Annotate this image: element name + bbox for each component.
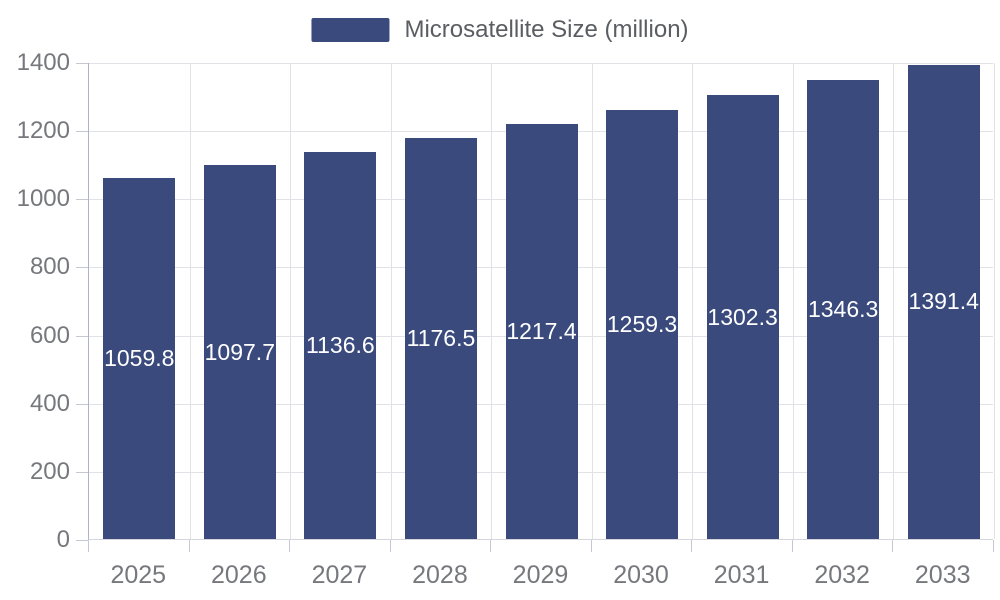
- bar-2025[interactable]: 1059.8: [103, 177, 176, 539]
- y-axis-tick: [76, 267, 88, 269]
- x-axis-tick: [691, 540, 693, 552]
- y-axis-label: 0: [56, 526, 70, 553]
- bar-2031[interactable]: 1302.3: [706, 95, 779, 539]
- x-axis-tick: [389, 540, 391, 552]
- y-axis-tick: [76, 199, 88, 201]
- gridline-vertical: [491, 63, 493, 539]
- legend-item[interactable]: Microsatellite Size (million): [311, 16, 689, 44]
- legend-swatch: [311, 18, 390, 42]
- x-axis-label-2032: 2032: [814, 561, 870, 589]
- gridline-vertical: [390, 63, 392, 539]
- y-axis-label: 800: [29, 253, 70, 281]
- x-axis-tick: [993, 540, 994, 552]
- y-axis-label: 600: [29, 321, 70, 349]
- x-axis-tick: [892, 540, 894, 552]
- x-axis-label-2028: 2028: [412, 561, 468, 589]
- x-axis-tick: [791, 540, 793, 552]
- x-axis-tick: [289, 540, 291, 552]
- y-axis-tick: [76, 403, 88, 405]
- x-axis-label-2031: 2031: [713, 561, 770, 589]
- gridline-vertical: [893, 63, 895, 539]
- y-axis-tick: [76, 131, 88, 133]
- bar-2027[interactable]: 1136.6: [304, 151, 377, 539]
- gridline-vertical: [591, 63, 593, 539]
- bar-2029[interactable]: 1217.4: [505, 124, 578, 539]
- bar-value-label: 1346.3: [807, 296, 879, 323]
- bar-2032[interactable]: 1346.3: [807, 80, 880, 539]
- x-axis-tick: [188, 540, 190, 552]
- x-axis-tick: [590, 540, 592, 552]
- bar-2033[interactable]: 1391.4: [907, 64, 980, 539]
- y-axis-label: 400: [29, 389, 70, 417]
- plot-area: 1059.8 1097.7 1136.6 1176.5 1217.4 1259.3 1302…: [88, 63, 995, 540]
- bar-value-label: 1259.3: [606, 310, 678, 337]
- x-axis-tick: [490, 540, 492, 552]
- bar-2030[interactable]: 1259.3: [606, 109, 679, 539]
- x-axis-label-2033: 2033: [914, 561, 971, 589]
- gridline-vertical: [692, 63, 694, 539]
- x-axis-label-2025: 2025: [110, 561, 167, 589]
- bar-value-label: 1097.7: [204, 338, 275, 365]
- y-axis-label: 1200: [16, 117, 70, 145]
- x-axis-tick: [88, 540, 89, 552]
- bar-2028[interactable]: 1176.5: [404, 138, 477, 539]
- x-axis-label-2026: 2026: [211, 561, 267, 589]
- y-axis-tick: [76, 63, 88, 64]
- y-axis-tick: [76, 335, 88, 337]
- bar-value-label: 1059.8: [104, 344, 175, 371]
- y-axis-tick: [76, 540, 88, 541]
- gridline-vertical: [189, 63, 191, 539]
- y-axis-label: 1000: [16, 185, 70, 213]
- gridline-horizontal: [89, 63, 993, 64]
- bar-2026[interactable]: 1097.7: [203, 165, 276, 539]
- y-axis-label: 200: [29, 457, 70, 485]
- gridline-vertical: [994, 63, 995, 539]
- bar-value-label: 1391.4: [908, 288, 979, 315]
- bar-value-label: 1302.3: [707, 303, 778, 330]
- gridline-vertical: [792, 63, 794, 539]
- legend-label: Microsatellite Size (million): [404, 16, 689, 43]
- x-axis-label-2027: 2027: [311, 561, 368, 589]
- gridline-vertical: [290, 63, 292, 539]
- x-axis-label-2029: 2029: [512, 561, 569, 589]
- y-axis-tick: [76, 471, 88, 473]
- y-axis-label: 1400: [16, 49, 70, 76]
- bar-value-label: 1136.6: [306, 331, 375, 358]
- x-axis-label-2030: 2030: [613, 561, 669, 589]
- bar-value-label: 1217.4: [506, 318, 577, 345]
- bar-value-label: 1176.5: [406, 325, 476, 352]
